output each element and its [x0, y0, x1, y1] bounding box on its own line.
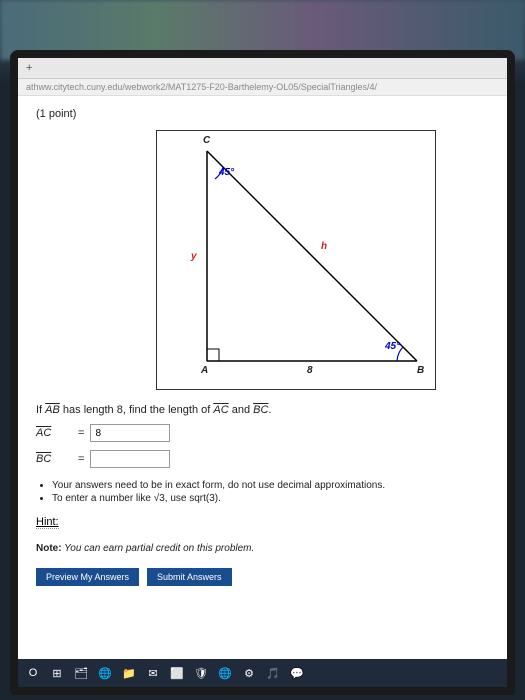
angle-c: 45°	[219, 167, 234, 178]
new-tab-plus[interactable]: +	[26, 62, 32, 74]
q-end: .	[268, 404, 271, 416]
points-label: (1 point)	[36, 108, 489, 120]
ac-label: AC	[36, 427, 51, 439]
side-y: y	[191, 251, 197, 262]
instruction-list: Your answers need to be in exact form, d…	[36, 480, 489, 504]
taskbar-icon-chrome[interactable]: 🌐	[216, 664, 234, 682]
q-ab: AB	[45, 404, 60, 416]
page-content: (1 point) C A B 45° 45° y h 8	[18, 96, 507, 659]
monitor-frame: + athww.citytech.cuny.edu/webwork2/MAT12…	[10, 50, 515, 695]
taskbar-icon-music[interactable]: 🎵	[264, 664, 282, 682]
ac-input[interactable]	[90, 424, 170, 442]
browser-tab-bar[interactable]: +	[18, 58, 507, 79]
q-ac: AC	[213, 404, 228, 416]
answer-bc-row: BC =	[36, 450, 489, 468]
note-text: Note: You can earn partial credit on thi…	[36, 543, 489, 554]
note-label: Note:	[36, 543, 62, 554]
equals-1: =	[78, 427, 84, 439]
taskbar-icon-security[interactable]: 🛡	[192, 664, 210, 682]
equals-2: =	[78, 453, 84, 465]
answer-ac-row: AC =	[36, 424, 489, 442]
q-bc: BC	[253, 404, 268, 416]
bullet-2: To enter a number like √3, use sqrt(3).	[52, 493, 489, 504]
taskbar-icon-taskview[interactable]: ⊞	[48, 664, 66, 682]
triangle-figure: C A B 45° 45° y h 8	[156, 130, 436, 390]
angle-b: 45°	[385, 341, 400, 352]
note-body: You can earn partial credit on this prob…	[62, 543, 255, 554]
side-ab: 8	[307, 365, 313, 376]
vertex-a: A	[201, 365, 208, 376]
taskbar-icon-folder[interactable]: 📁	[120, 664, 138, 682]
preview-button[interactable]: Preview My Answers	[36, 568, 139, 586]
q-mid: has length 8, find the length of	[60, 404, 214, 416]
taskbar-icon-cortana[interactable]: O	[24, 664, 42, 682]
vertex-b: B	[417, 365, 424, 376]
taskbar: O ⊞ 🗂 🌐 📁 ✉ ⬜ 🛡 🌐 ⚙ 🎵 💬	[18, 659, 507, 687]
taskbar-icon-chat[interactable]: 💬	[288, 664, 306, 682]
screen: + athww.citytech.cuny.edu/webwork2/MAT12…	[18, 58, 507, 687]
taskbar-icon-settings[interactable]: ⚙	[240, 664, 258, 682]
bullet-1: Your answers need to be in exact form, d…	[52, 480, 489, 491]
side-h: h	[321, 241, 327, 252]
submit-button[interactable]: Submit Answers	[147, 568, 232, 586]
bc-label: BC	[36, 453, 51, 465]
vertex-c: C	[203, 135, 210, 146]
taskbar-icon-app1[interactable]: ⬜	[168, 664, 186, 682]
button-row: Preview My Answers Submit Answers	[36, 568, 489, 586]
taskbar-icon-explorer[interactable]: 🗂	[72, 664, 90, 682]
url-bar[interactable]: athww.citytech.cuny.edu/webwork2/MAT1275…	[18, 79, 507, 96]
hint-link[interactable]: Hint:	[36, 516, 59, 529]
question-text: If AB has length 8, find the length of A…	[36, 404, 489, 416]
taskbar-icon-mail[interactable]: ✉	[144, 664, 162, 682]
q-and: and	[229, 404, 253, 416]
q-prefix: If	[36, 404, 45, 416]
bc-input[interactable]	[90, 450, 170, 468]
taskbar-icon-edge[interactable]: 🌐	[96, 664, 114, 682]
triangle-svg	[157, 131, 437, 391]
